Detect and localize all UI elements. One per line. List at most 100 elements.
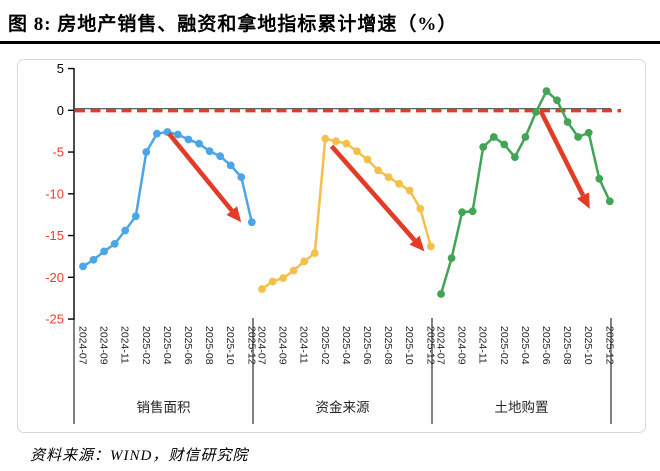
data-point-sales-area bbox=[237, 173, 246, 181]
data-point-sales-area bbox=[121, 226, 130, 235]
y-tick-label: -15 bbox=[45, 228, 64, 243]
data-point-funding-sources bbox=[300, 257, 309, 266]
month-tick-label: 2025-10 bbox=[403, 326, 415, 365]
month-tick-label: 2024-11 bbox=[477, 326, 489, 364]
trend-arrow-shaft bbox=[539, 110, 586, 197]
data-point-sales-area bbox=[216, 152, 225, 161]
data-point-land-purchase bbox=[458, 208, 466, 217]
data-point-funding-sources bbox=[395, 179, 403, 188]
source-note: 资料来源：WIND，财信研究院 bbox=[30, 448, 249, 464]
month-tick-label: 2025-12 bbox=[603, 326, 615, 365]
y-tick-label: -5 bbox=[52, 145, 64, 160]
y-tick-label: 0 bbox=[57, 103, 64, 118]
data-point-land-purchase bbox=[574, 133, 582, 141]
group-label-land-purchase: 土地购置 bbox=[495, 400, 549, 415]
month-tick-label: 2025-04 bbox=[340, 326, 352, 365]
data-point-sales-area bbox=[226, 161, 235, 170]
month-tick-label: 2025-02 bbox=[319, 326, 331, 365]
data-point-land-purchase bbox=[584, 128, 593, 137]
data-point-sales-area bbox=[174, 130, 182, 139]
month-tick-label: 2025-10 bbox=[582, 326, 594, 365]
month-tick-label: 2025-08 bbox=[561, 326, 573, 365]
data-point-sales-area bbox=[100, 247, 108, 256]
data-point-sales-area bbox=[110, 240, 119, 248]
data-point-funding-sources bbox=[321, 134, 330, 143]
data-point-land-purchase bbox=[532, 108, 540, 116]
data-point-land-purchase bbox=[563, 118, 572, 126]
month-tick-label: 2025-08 bbox=[203, 326, 215, 365]
month-tick-label: 2025-12 bbox=[245, 326, 257, 365]
month-tick-label: 2025-08 bbox=[382, 326, 394, 365]
data-point-sales-area bbox=[79, 262, 87, 271]
data-point-funding-sources bbox=[384, 173, 393, 181]
chart-frame: 5 0 -5 -10 -15 -20 -25 2024-07 2024-09 2024-11 202… bbox=[17, 59, 646, 433]
series-line-land-purchase bbox=[439, 89, 612, 296]
month-tick-label: 2025-12 bbox=[424, 326, 436, 365]
group-label-sales-area: 销售面积 bbox=[137, 400, 191, 415]
data-point-land-purchase bbox=[605, 197, 614, 206]
title-divider bbox=[0, 41, 660, 44]
page-title: 图 8: 房地产销售、融资和拿地指标累计增速（%） bbox=[8, 14, 458, 35]
y-tick-label: -10 bbox=[45, 186, 64, 201]
data-point-funding-sources bbox=[342, 139, 351, 148]
month-tick-label: 2024-09 bbox=[277, 326, 289, 365]
data-point-sales-area bbox=[153, 129, 161, 138]
trend-arrow-shaft bbox=[329, 144, 417, 242]
data-point-funding-sources bbox=[416, 204, 425, 213]
month-tick-label: 2024-09 bbox=[98, 326, 110, 365]
data-point-sales-area bbox=[247, 218, 256, 227]
data-point-funding-sources bbox=[363, 155, 372, 164]
data-point-funding-sources bbox=[353, 147, 361, 156]
data-point-funding-sources bbox=[374, 166, 382, 175]
trend-arrow-shaft bbox=[167, 132, 234, 213]
trend-arrow-head bbox=[409, 235, 425, 252]
data-point-funding-sources bbox=[426, 242, 435, 251]
data-point-funding-sources bbox=[405, 186, 414, 195]
data-point-funding-sources bbox=[258, 285, 266, 293]
data-point-land-purchase bbox=[521, 133, 530, 141]
trend-arrow-head bbox=[226, 206, 242, 223]
data-point-land-purchase bbox=[542, 87, 551, 95]
month-tick-label: 2024-11 bbox=[119, 326, 131, 364]
trend-arrow-head bbox=[576, 192, 590, 209]
y-tick-label: -25 bbox=[45, 312, 64, 327]
month-tick-label: 2024-07 bbox=[77, 326, 89, 365]
chart-canvas: 5 0 -5 -10 -15 -20 -25 2024-07 2024-09 2024-11 202… bbox=[45, 61, 621, 424]
series-line-sales-area bbox=[81, 130, 254, 268]
month-tick-label: 2025-06 bbox=[540, 326, 552, 365]
group-label-funding-sources: 资金来源 bbox=[316, 400, 370, 415]
month-tick-label: 2025-02 bbox=[498, 326, 510, 365]
data-point-land-purchase bbox=[511, 153, 519, 161]
month-tick-label: 2025-06 bbox=[182, 326, 194, 365]
month-tick-label: 2025-02 bbox=[140, 326, 152, 365]
data-point-funding-sources bbox=[332, 137, 340, 146]
data-point-sales-area bbox=[205, 147, 214, 156]
data-point-sales-area bbox=[142, 148, 151, 156]
data-point-sales-area bbox=[89, 255, 98, 264]
data-point-sales-area bbox=[195, 139, 204, 148]
y-tick-label: -20 bbox=[45, 270, 64, 285]
month-tick-label: 2024-09 bbox=[456, 326, 468, 365]
y-tick-label: 5 bbox=[57, 61, 64, 76]
data-point-land-purchase bbox=[553, 96, 561, 105]
data-point-funding-sources bbox=[289, 266, 298, 275]
month-tick-label: 2025-04 bbox=[519, 326, 531, 365]
month-tick-label: 2024-07 bbox=[435, 326, 447, 365]
data-point-funding-sources bbox=[268, 277, 277, 286]
month-tick-label: 2025-04 bbox=[161, 326, 173, 365]
data-point-land-purchase bbox=[489, 133, 498, 141]
data-point-funding-sources bbox=[279, 274, 287, 282]
data-point-land-purchase bbox=[479, 143, 488, 151]
data-point-land-purchase bbox=[468, 207, 477, 216]
data-point-sales-area bbox=[184, 135, 193, 144]
data-point-funding-sources bbox=[310, 249, 319, 257]
data-point-land-purchase bbox=[447, 254, 456, 262]
month-tick-label: 2024-11 bbox=[298, 326, 310, 364]
month-tick-label: 2024-07 bbox=[256, 326, 268, 365]
data-point-land-purchase bbox=[595, 174, 604, 183]
month-tick-label: 2025-06 bbox=[361, 326, 373, 365]
data-point-sales-area bbox=[131, 212, 140, 221]
data-point-land-purchase bbox=[437, 290, 445, 298]
month-tick-label: 2025-10 bbox=[224, 326, 236, 365]
data-point-land-purchase bbox=[500, 140, 509, 149]
